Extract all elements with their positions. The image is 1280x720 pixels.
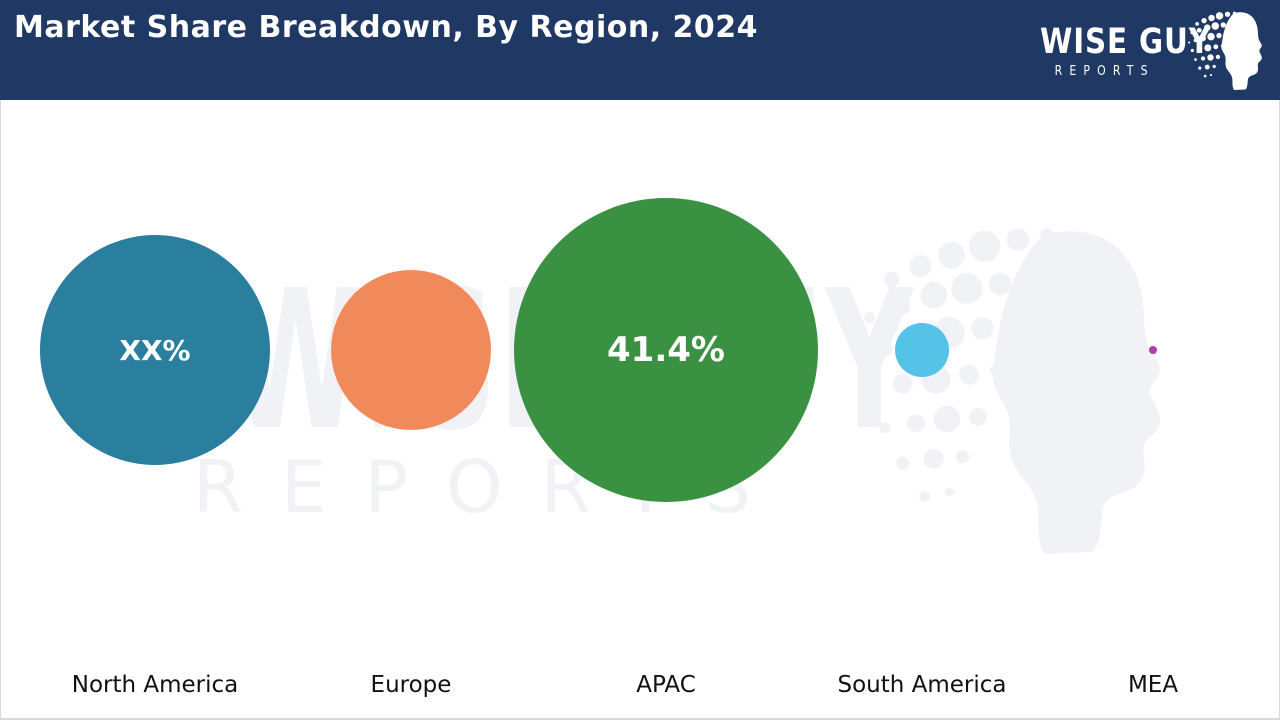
bubble-mea xyxy=(1149,346,1157,354)
brand-logo: WISE GUY REPORTS xyxy=(1040,6,1270,94)
bubble-europe xyxy=(331,270,491,430)
bubble-value-apac: 41.4% xyxy=(607,330,725,370)
bubble-value-north-america: XX% xyxy=(119,333,191,367)
bubble-south-america xyxy=(895,323,949,377)
bubble-apac: 41.4% xyxy=(514,198,818,502)
brand-logo-name: WISE GUY xyxy=(1040,22,1211,62)
region-label-apac: APAC xyxy=(636,672,696,698)
bubble-north-america: XX% xyxy=(40,235,270,465)
header-bar: Market Share Breakdown, By Region, 2024 … xyxy=(0,0,1280,100)
brand-head-icon xyxy=(1188,11,1262,90)
region-label-mea: MEA xyxy=(1127,672,1179,698)
watermark-head-icon xyxy=(854,228,1160,554)
page-title: Market Share Breakdown, By Region, 2024 xyxy=(14,10,759,45)
brand-logo-tagline: REPORTS xyxy=(1054,64,1155,79)
brand-logo-text: WISE GUY REPORTS xyxy=(1040,22,1211,79)
chart-area: WISE GUY REPORTS XX% 41.4% North America… xyxy=(0,100,1280,720)
region-label-south-america: South America xyxy=(837,672,1007,698)
region-label-north-america: North America xyxy=(71,672,239,698)
region-label-europe: Europe xyxy=(370,672,452,698)
